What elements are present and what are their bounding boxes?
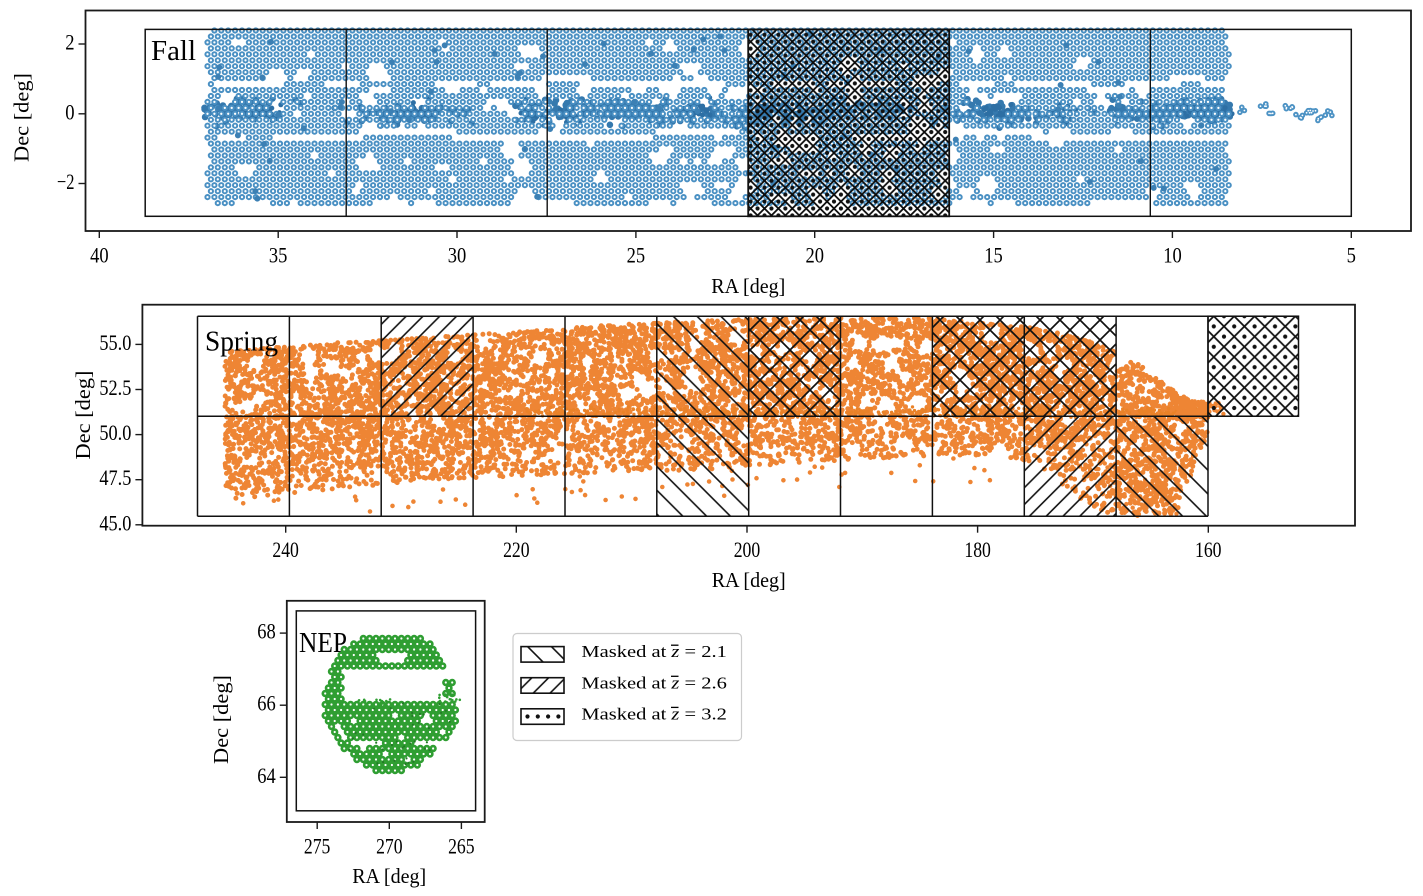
svg-text:68: 68 xyxy=(257,619,276,644)
svg-text:45.0: 45.0 xyxy=(99,510,131,535)
svg-text:Dec [deg]: Dec [deg] xyxy=(209,675,233,764)
svg-text:Fall: Fall xyxy=(151,35,196,67)
svg-text:10: 10 xyxy=(1163,243,1182,268)
svg-text:275: 275 xyxy=(304,834,331,859)
svg-text:Spring: Spring xyxy=(205,326,278,358)
svg-text:Dec [deg]: Dec [deg] xyxy=(71,371,95,460)
svg-text:15: 15 xyxy=(984,243,1003,268)
svg-text:Masked at z = 2.6: Masked at z = 2.6 xyxy=(581,673,727,692)
svg-text:RA [deg]: RA [deg] xyxy=(711,274,785,298)
svg-text:160: 160 xyxy=(1195,537,1222,562)
svg-text:240: 240 xyxy=(272,537,299,562)
svg-text:RA [deg]: RA [deg] xyxy=(712,568,786,592)
svg-text:40: 40 xyxy=(90,243,109,268)
svg-text:Masked at z = 3.2: Masked at z = 3.2 xyxy=(581,704,727,723)
svg-text:35: 35 xyxy=(269,243,288,268)
svg-text:5: 5 xyxy=(1347,243,1356,268)
svg-text:Masked at z = 2.1: Masked at z = 2.1 xyxy=(581,642,727,661)
svg-text:2: 2 xyxy=(65,30,74,55)
svg-text:NEP: NEP xyxy=(299,627,347,659)
svg-text:64: 64 xyxy=(257,763,276,788)
svg-text:30: 30 xyxy=(448,243,467,268)
svg-text:RA [deg]: RA [deg] xyxy=(352,864,426,888)
svg-text:Dec [deg]: Dec [deg] xyxy=(10,73,34,162)
svg-text:180: 180 xyxy=(964,537,991,562)
svg-text:270: 270 xyxy=(376,834,403,859)
svg-text:0: 0 xyxy=(65,99,74,124)
svg-text:55.0: 55.0 xyxy=(99,330,131,355)
svg-text:66: 66 xyxy=(257,691,276,716)
svg-text:47.5: 47.5 xyxy=(99,465,131,490)
svg-text:50.0: 50.0 xyxy=(99,420,131,445)
svg-text:52.5: 52.5 xyxy=(99,375,131,400)
svg-text:265: 265 xyxy=(448,834,475,859)
svg-text:20: 20 xyxy=(806,243,825,268)
svg-text:200: 200 xyxy=(734,537,761,562)
svg-text:25: 25 xyxy=(627,243,646,268)
svg-text:−2: −2 xyxy=(57,169,75,194)
svg-text:220: 220 xyxy=(503,537,529,562)
